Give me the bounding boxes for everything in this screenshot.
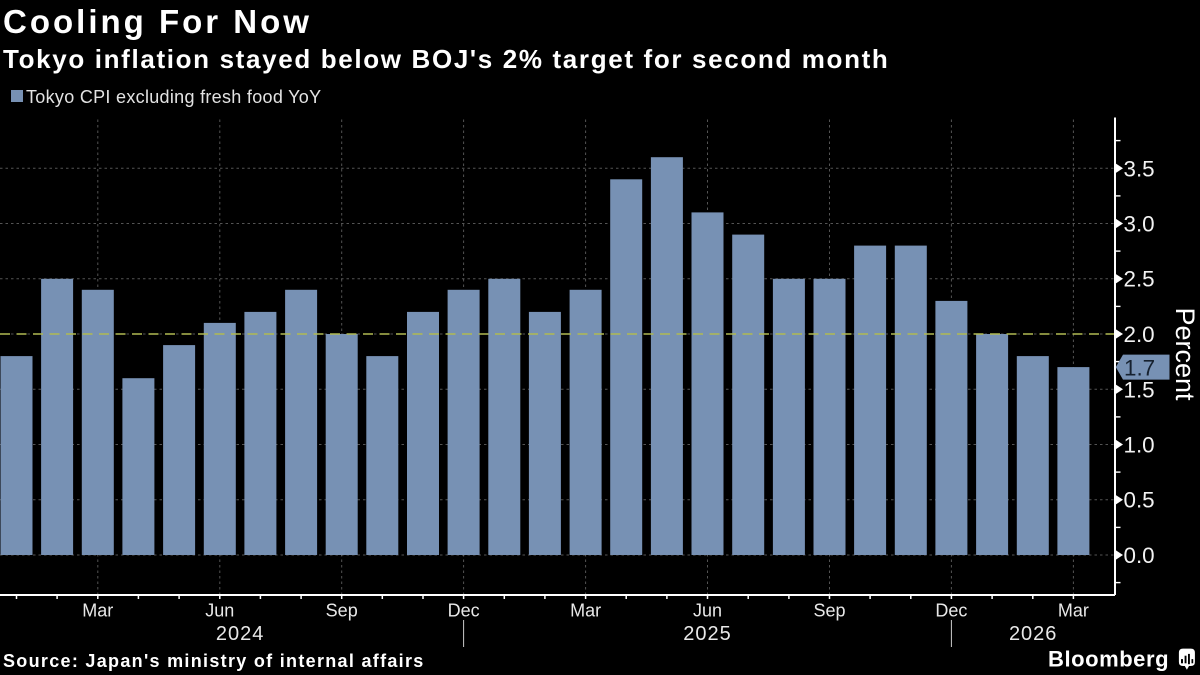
svg-text:Sep: Sep	[813, 601, 845, 621]
svg-text:Dec: Dec	[448, 601, 480, 621]
svg-text:0.5: 0.5	[1124, 488, 1155, 513]
svg-text:2025: 2025	[683, 623, 732, 645]
svg-text:0.0: 0.0	[1124, 543, 1155, 568]
svg-text:2.5: 2.5	[1124, 267, 1155, 292]
svg-text:2.0: 2.0	[1124, 322, 1155, 347]
svg-text:1.7: 1.7	[1124, 356, 1155, 381]
svg-text:3.5: 3.5	[1124, 156, 1155, 181]
svg-text:Mar: Mar	[82, 601, 113, 621]
svg-text:Jun: Jun	[693, 601, 722, 621]
svg-text:Percent: Percent	[1170, 307, 1200, 401]
svg-text:Mar: Mar	[1058, 601, 1089, 621]
svg-text:3.0: 3.0	[1124, 212, 1155, 237]
svg-text:2024: 2024	[216, 623, 265, 645]
svg-text:Jun: Jun	[205, 601, 234, 621]
svg-text:Sep: Sep	[326, 601, 358, 621]
svg-text:Bloomberg: Bloomberg	[1048, 647, 1169, 672]
svg-text:1.0: 1.0	[1124, 433, 1155, 458]
svg-text:Mar: Mar	[570, 601, 601, 621]
svg-text:2026: 2026	[1009, 623, 1058, 645]
svg-text:1.5: 1.5	[1124, 377, 1155, 402]
svg-text:Dec: Dec	[935, 601, 967, 621]
